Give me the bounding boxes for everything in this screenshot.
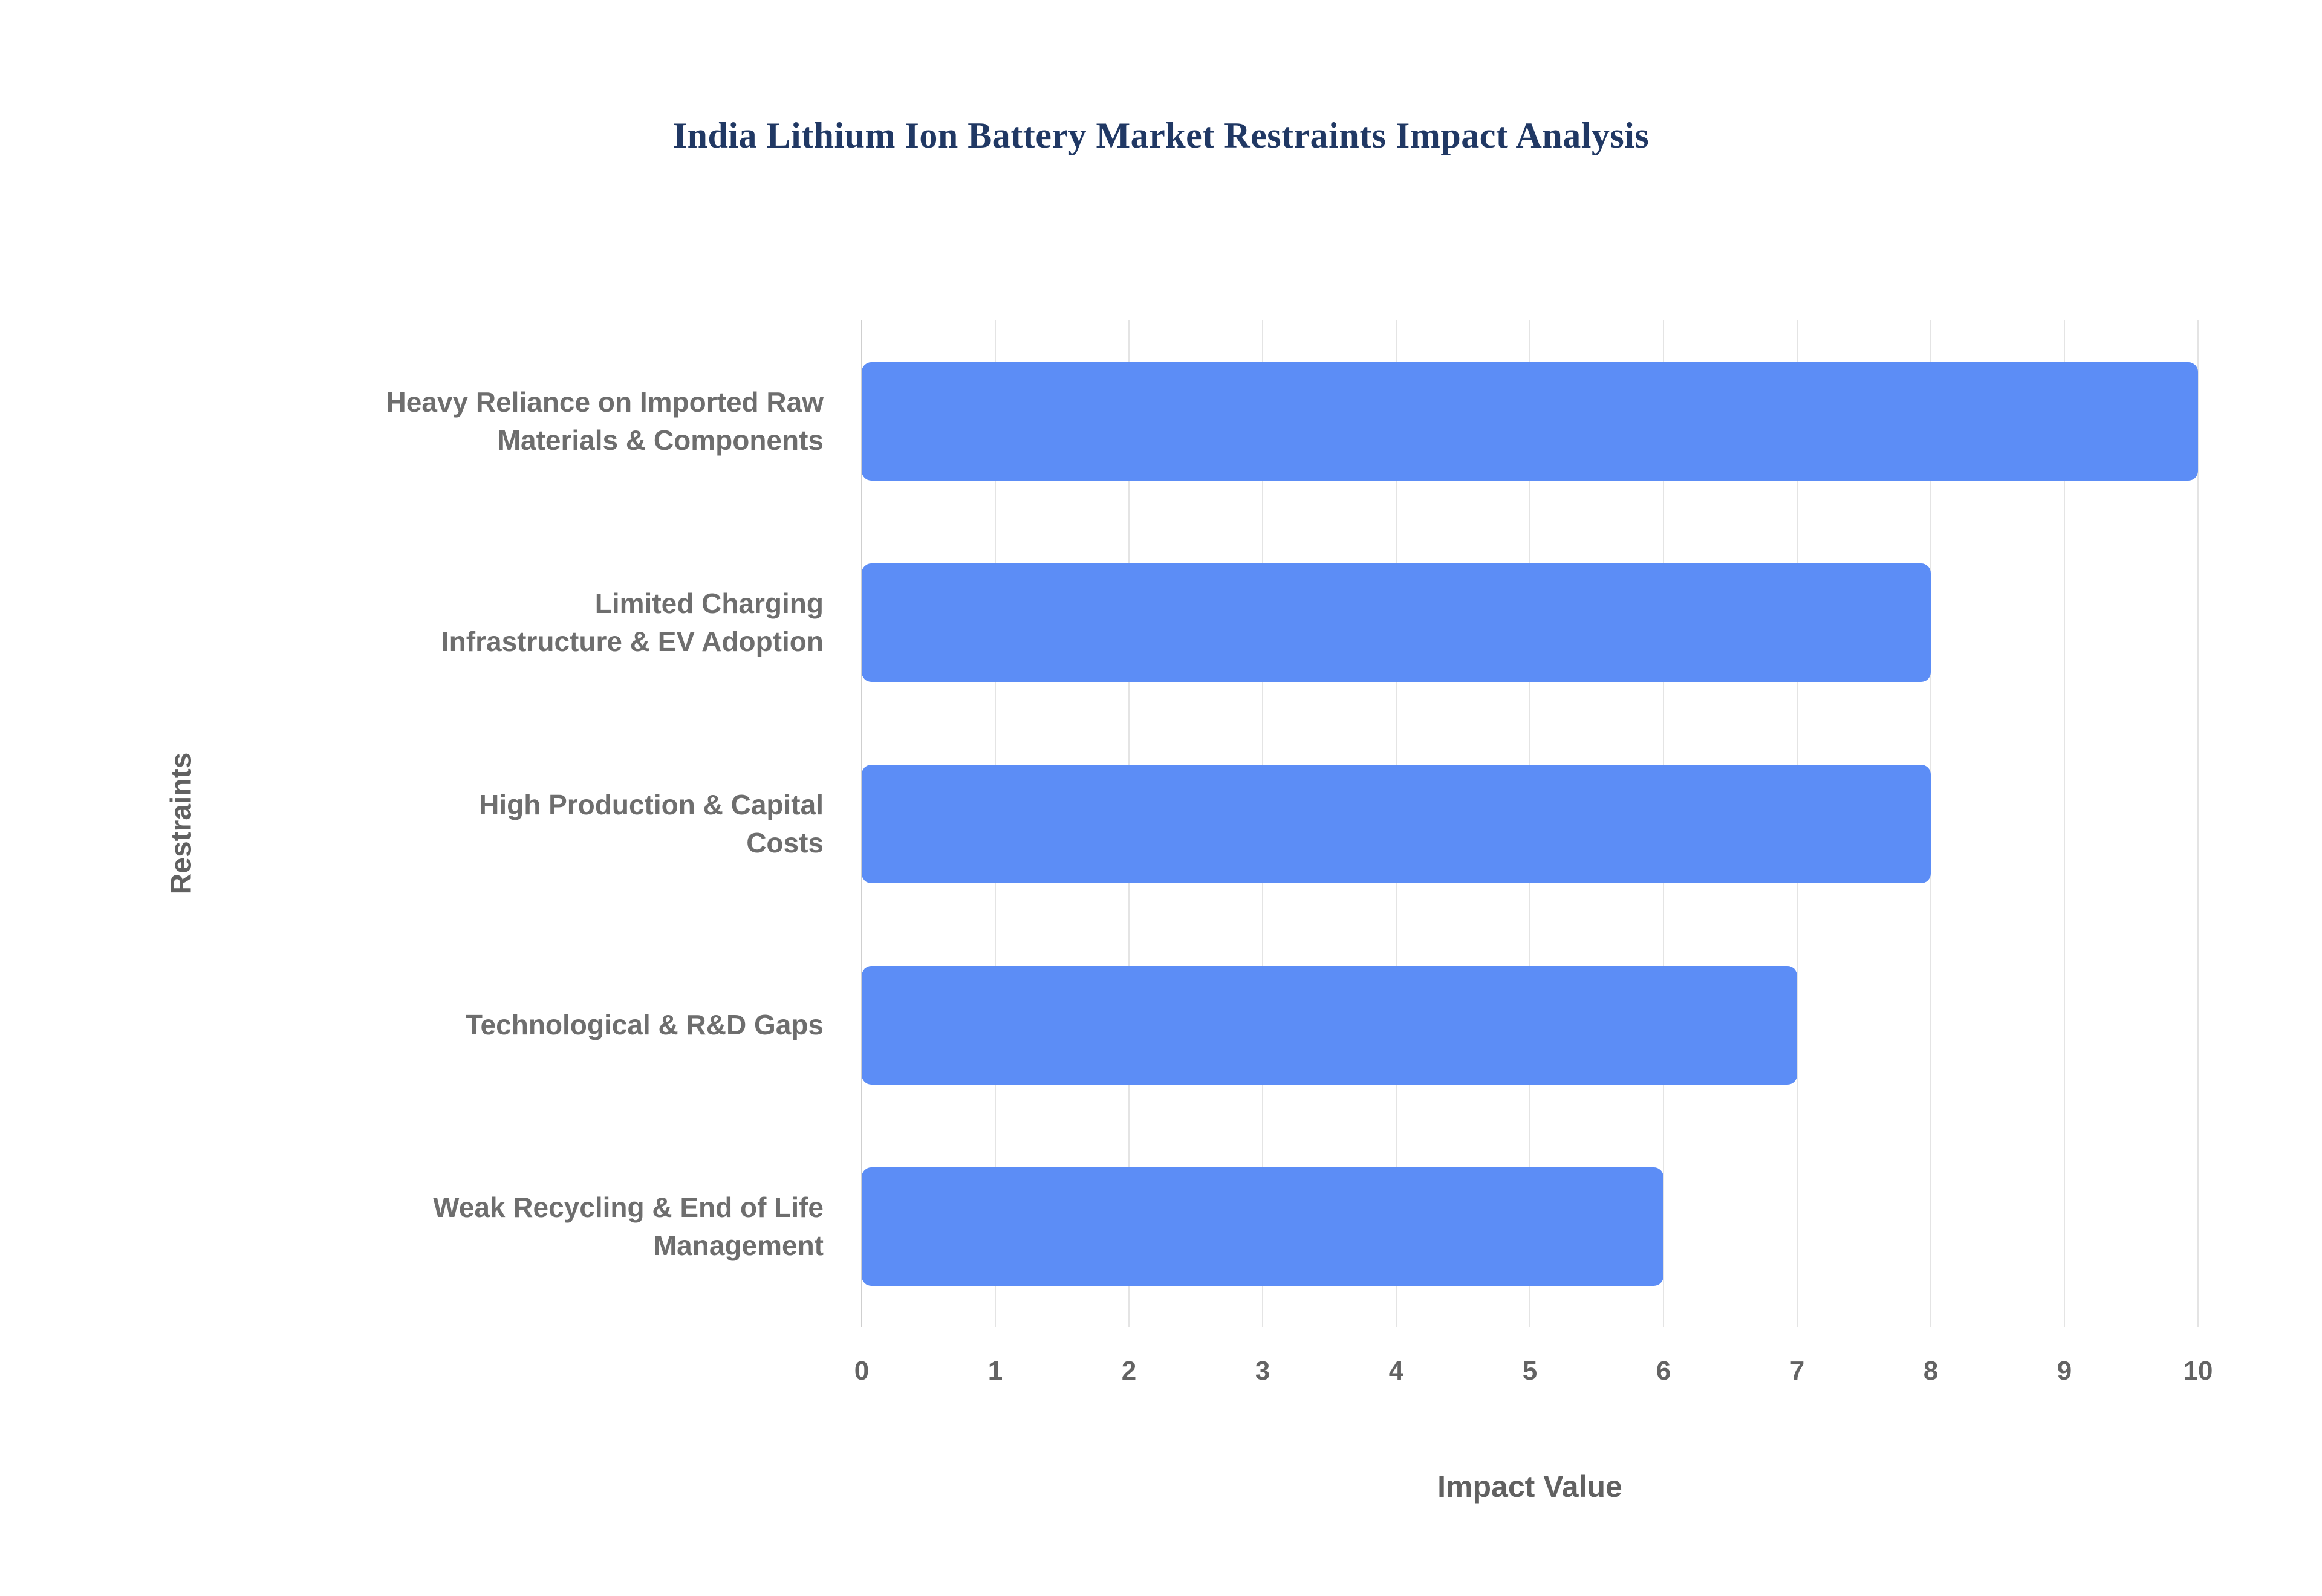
x-tick-label: 9: [2057, 1356, 2072, 1386]
bar: [862, 965, 1797, 1085]
category-label: High Production & Capital Costs: [479, 789, 824, 858]
bar: [862, 563, 1931, 682]
x-tick-label: 1: [987, 1356, 1003, 1386]
gridline: [1930, 320, 1931, 1327]
x-tick-label: 7: [1789, 1356, 1805, 1386]
category-label: Weak Recycling & End of Life Management: [433, 1192, 824, 1261]
x-tick-label: 2: [1121, 1356, 1137, 1386]
x-tick-label: 10: [2183, 1356, 2213, 1386]
bar-row: [862, 320, 2198, 522]
category-label: Limited Charging Infrastructure & EV Ado…: [441, 588, 824, 657]
gridline: [2197, 320, 2199, 1327]
bar-row: [862, 924, 2198, 1126]
x-tick-label: 0: [854, 1356, 870, 1386]
x-tick-label: 5: [1522, 1356, 1538, 1386]
bar-row: [862, 522, 2198, 723]
plot-area: [861, 320, 2199, 1327]
bar-row: [862, 1126, 2198, 1327]
x-tick-label: 8: [1923, 1356, 1939, 1386]
bar: [862, 764, 1931, 883]
bar: [862, 362, 2198, 481]
bar: [862, 1167, 1663, 1286]
category-label: Heavy Reliance on Imported Raw Materials…: [386, 386, 824, 456]
x-tick-label: 3: [1255, 1356, 1270, 1386]
gridline: [2064, 320, 2065, 1327]
x-axis-ticks: 0 1 2 3 4 5 6 7 8 9 10: [854, 1327, 2213, 1400]
bar-row: [862, 723, 2198, 924]
x-axis-title: Impact Value: [1437, 1470, 1622, 1504]
category-label: Technological & R&D Gaps: [465, 1009, 824, 1041]
x-tick-label: 6: [1656, 1356, 1671, 1386]
x-tick-label: 4: [1388, 1356, 1404, 1386]
chart-title: India Lithium Ion Battery Market Restrai…: [672, 115, 1650, 155]
y-axis-category-labels: Heavy Reliance on Imported Raw Materials…: [0, 320, 841, 1327]
